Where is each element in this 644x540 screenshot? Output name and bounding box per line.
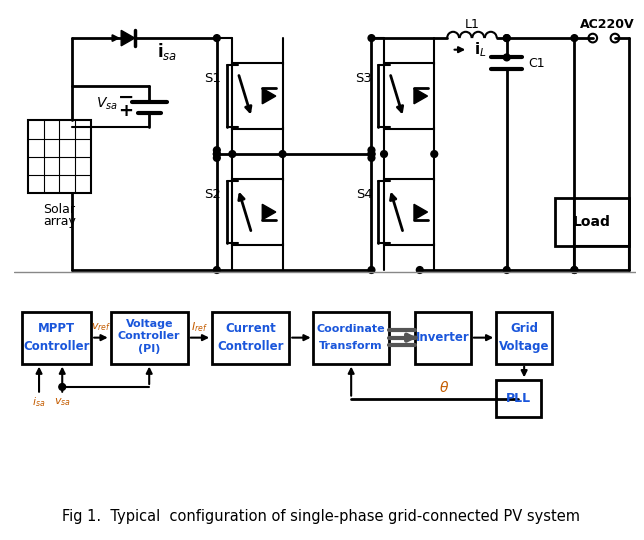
Bar	[111, 312, 188, 364]
Text: Solar: Solar	[43, 202, 75, 215]
Text: $v_{ref}$: $v_{ref}$	[91, 321, 111, 333]
Polygon shape	[414, 204, 428, 220]
Text: Load: Load	[573, 215, 611, 228]
Text: Inverter: Inverter	[416, 331, 470, 344]
Text: L1: L1	[464, 18, 479, 31]
Bar	[232, 179, 283, 245]
Polygon shape	[414, 89, 428, 104]
Circle shape	[213, 151, 220, 158]
Circle shape	[368, 147, 375, 153]
Circle shape	[504, 35, 510, 42]
Text: Voltage: Voltage	[126, 319, 173, 329]
Text: +: +	[118, 102, 133, 119]
Text: C1: C1	[528, 57, 545, 70]
Text: Coordinate: Coordinate	[317, 324, 386, 334]
Text: (PI): (PI)	[138, 344, 160, 354]
Text: S4: S4	[355, 188, 372, 201]
Polygon shape	[262, 89, 276, 104]
Circle shape	[571, 267, 578, 273]
Text: Current: Current	[225, 322, 276, 335]
Text: Controller: Controller	[218, 340, 284, 353]
Circle shape	[504, 54, 510, 61]
Bar	[384, 63, 434, 129]
Circle shape	[381, 151, 388, 158]
Text: AC220V: AC220V	[580, 18, 634, 31]
Circle shape	[368, 267, 375, 273]
Text: Fig 1.  Typical  configuration of single-phase grid-connected PV system: Fig 1. Typical configuration of single-p…	[62, 509, 580, 524]
Text: Transform: Transform	[319, 341, 383, 352]
Circle shape	[229, 151, 236, 158]
Bar	[555, 198, 629, 246]
Text: array: array	[43, 215, 76, 228]
Text: $I_{ref}$: $I_{ref}$	[191, 320, 208, 334]
Circle shape	[213, 147, 220, 153]
Text: Controller: Controller	[118, 330, 180, 341]
Text: $\mathbf{i}_{sa}$: $\mathbf{i}_{sa}$	[157, 41, 177, 62]
Bar	[496, 312, 552, 364]
Circle shape	[417, 267, 423, 273]
Circle shape	[504, 267, 510, 273]
Circle shape	[571, 35, 578, 42]
Circle shape	[368, 154, 375, 161]
Bar	[212, 312, 289, 364]
Text: −: −	[118, 87, 134, 106]
Bar	[22, 312, 91, 364]
Text: Controller: Controller	[23, 340, 90, 353]
Bar	[314, 312, 389, 364]
Bar	[232, 63, 283, 129]
Circle shape	[368, 151, 375, 158]
Text: S1: S1	[204, 72, 221, 85]
Text: S3: S3	[355, 72, 372, 85]
Bar	[415, 312, 471, 364]
Text: PLL: PLL	[506, 392, 531, 405]
Text: $\mathbf{i}_L$: $\mathbf{i}_L$	[474, 40, 487, 59]
Circle shape	[59, 383, 66, 390]
Text: S2: S2	[204, 188, 221, 201]
Circle shape	[213, 267, 220, 273]
Bar	[496, 380, 540, 417]
Text: $i_{sa}$: $i_{sa}$	[32, 395, 46, 409]
Text: Grid: Grid	[510, 322, 538, 335]
Polygon shape	[262, 204, 276, 220]
Bar	[384, 179, 434, 245]
Circle shape	[571, 267, 578, 273]
Polygon shape	[121, 30, 135, 46]
Text: $\theta$: $\theta$	[439, 380, 449, 395]
Circle shape	[368, 35, 375, 42]
Circle shape	[504, 35, 510, 42]
Circle shape	[368, 151, 375, 158]
Text: $V_{sa}$: $V_{sa}$	[97, 96, 118, 112]
Circle shape	[279, 151, 286, 158]
Circle shape	[213, 154, 220, 161]
Circle shape	[431, 151, 438, 158]
Text: Voltage: Voltage	[499, 340, 549, 353]
Bar	[28, 120, 91, 193]
Circle shape	[213, 151, 220, 158]
Text: MPPT: MPPT	[38, 322, 75, 335]
Circle shape	[213, 35, 220, 42]
Text: $v_{sa}$: $v_{sa}$	[54, 396, 71, 408]
